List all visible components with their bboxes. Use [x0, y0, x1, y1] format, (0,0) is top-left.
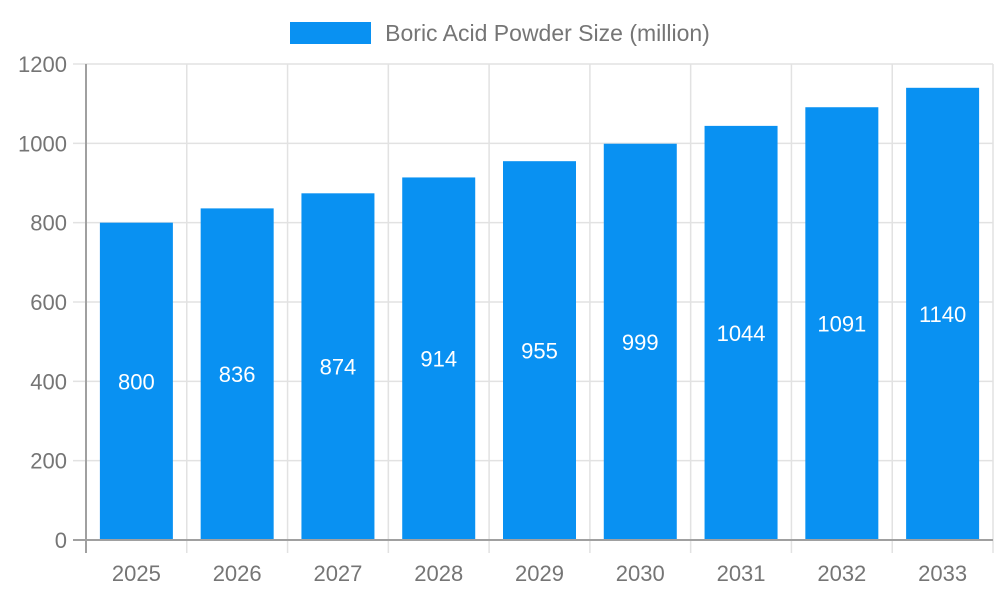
y-axis-label: 1000	[18, 131, 67, 156]
y-axis-label: 600	[30, 290, 67, 315]
y-axis-label: 200	[30, 449, 67, 474]
bar-value-label: 999	[622, 330, 659, 355]
bar-value-label: 955	[521, 339, 558, 364]
y-axis-label: 0	[55, 528, 67, 553]
legend-swatch-icon	[290, 22, 372, 44]
bar-value-label: 836	[219, 362, 256, 387]
bar-value-label: 800	[118, 369, 155, 394]
bar-2030[interactable]	[603, 143, 677, 541]
bar-2026[interactable]	[200, 208, 274, 541]
x-axis-label: 2032	[817, 561, 866, 586]
bar-2027[interactable]	[301, 193, 375, 540]
bar-2029[interactable]	[503, 161, 576, 540]
x-axis-label: 2031	[717, 561, 766, 586]
y-axis-label: 1200	[18, 52, 67, 77]
bar-2031[interactable]	[704, 125, 778, 540]
bar-value-label: 1091	[817, 312, 866, 337]
x-axis-label: 2033	[918, 561, 967, 586]
bar-2025[interactable]	[99, 222, 173, 540]
x-axis-label: 2025	[112, 561, 161, 586]
x-axis-label: 2029	[515, 561, 564, 586]
bar-value-label: 914	[420, 347, 457, 372]
x-axis-label: 2026	[213, 561, 262, 586]
bar-value-label: 874	[320, 355, 357, 380]
y-axis-label: 800	[30, 211, 67, 236]
x-axis-label: 2027	[313, 561, 362, 586]
x-axis-label: 2030	[616, 561, 665, 586]
bar-2028[interactable]	[402, 177, 476, 541]
legend-item[interactable]: Boric Acid Powder Size (million)	[0, 19, 1000, 47]
x-axis-label: 2028	[414, 561, 463, 586]
y-axis-label: 400	[30, 369, 67, 394]
legend-label: Boric Acid Powder Size (million)	[385, 20, 710, 46]
bar-2033[interactable]	[906, 87, 980, 541]
bar-2032[interactable]	[805, 107, 879, 540]
bar-value-label: 1140	[919, 302, 966, 327]
bar-value-label: 1044	[717, 321, 766, 346]
